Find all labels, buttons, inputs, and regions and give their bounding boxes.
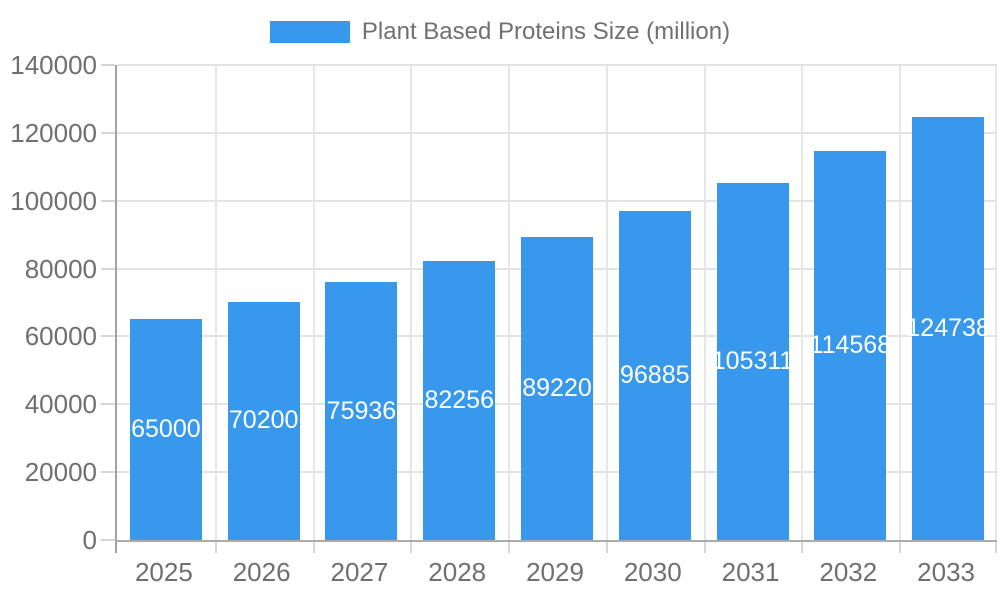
legend-swatch-icon [269, 21, 350, 43]
x-axis-label: 2033 [917, 557, 976, 587]
y-axis-label: 20000 [24, 457, 97, 488]
x-axis-label: 2027 [330, 557, 389, 587]
y-axis-label: 40000 [24, 389, 97, 420]
y-tick-mark [101, 267, 115, 270]
y-axis-label: 80000 [24, 253, 97, 284]
y-tick-mark [101, 199, 115, 202]
x-axis-label: 2031 [721, 557, 780, 587]
gridline-v [801, 65, 803, 540]
gridline-h [117, 199, 997, 202]
x-axis-label: 2030 [623, 557, 682, 587]
y-axis-label: 0 [82, 525, 97, 555]
x-tick-mark [215, 542, 217, 553]
y-tick-mark [101, 403, 115, 406]
bar-2033[interactable]: 124738 [906, 116, 990, 540]
x-tick-mark [508, 542, 510, 553]
y-axis-label: 120000 [10, 117, 97, 148]
y-tick-mark [101, 539, 115, 541]
x-tick-mark [115, 542, 117, 553]
x-tick-mark [410, 542, 412, 553]
gridline-v [508, 65, 510, 540]
bar-value-label: 114568 [809, 331, 892, 360]
bar-value-label: 105311 [711, 346, 794, 375]
gridline-v [995, 65, 997, 540]
gridline-v [410, 65, 412, 540]
x-axis-label: 2028 [428, 557, 487, 587]
y-tick-mark [101, 64, 115, 66]
bar-2027[interactable]: 75936 [325, 282, 398, 540]
legend[interactable]: Plant Based Proteins Size (million) [0, 18, 1000, 46]
x-tick-mark [313, 542, 315, 553]
bar-2029[interactable]: 89220 [521, 237, 593, 540]
bar-2031[interactable]: 105311 [712, 182, 793, 540]
y-axis-labels: 0 20000 40000 60000 80000 100000 120000 140000 [0, 50, 97, 555]
y-axis-label: 140000 [10, 50, 97, 80]
bar-2025[interactable]: 65000 [129, 319, 202, 540]
bar-value-label: 82256 [424, 385, 494, 414]
x-axis-label: 2029 [526, 557, 584, 587]
x-tick-mark [704, 542, 706, 553]
x-tick-mark [801, 542, 803, 553]
y-tick-mark [101, 131, 115, 134]
legend-label: Plant Based Proteins Size (million) [361, 18, 731, 45]
bar-value-label: 75936 [326, 396, 397, 425]
bar-2028[interactable]: 82256 [423, 260, 496, 540]
bar-value-label: 70200 [228, 406, 299, 435]
plot-area: 65000 70200 75936 82256 89220 96885 105311 1145… [101, 64, 997, 553]
x-axis-label: 2025 [134, 557, 193, 587]
x-axis-labels: 2025 2026 2027 2028 2029 2030 2031 2032 2033 [115, 555, 995, 589]
gridline-v [215, 65, 217, 540]
bar-2026[interactable]: 70200 [227, 301, 300, 540]
x-tick-mark [606, 542, 608, 553]
gridline-v [899, 65, 901, 540]
x-tick-mark [995, 542, 997, 553]
bar-value-label: 65000 [131, 415, 201, 444]
bar-value-label: 124738 [906, 313, 990, 342]
gridline-v [606, 65, 608, 540]
x-tick-mark [899, 542, 901, 553]
gridline-v [704, 65, 706, 540]
y-axis-label: 60000 [24, 321, 97, 352]
bar-2032[interactable]: 114568 [810, 151, 891, 540]
gridline-h [117, 64, 997, 66]
bar-2030[interactable]: 96885 [618, 211, 691, 540]
gridline-v [313, 65, 315, 540]
y-axis-label: 100000 [10, 185, 97, 216]
y-tick-mark [101, 471, 115, 474]
x-axis-label: 2032 [819, 557, 878, 587]
gridline-h [117, 131, 997, 134]
bar-value-label: 96885 [620, 361, 690, 390]
bar-value-label: 89220 [522, 374, 592, 403]
y-tick-mark [101, 335, 115, 338]
x-axis-label: 2026 [232, 557, 291, 587]
